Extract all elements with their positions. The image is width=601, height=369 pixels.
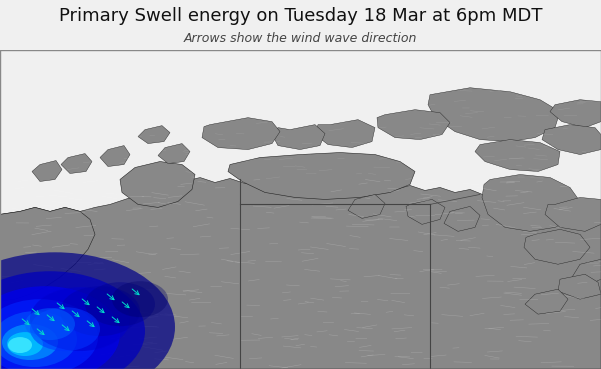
Ellipse shape — [7, 332, 43, 356]
Polygon shape — [545, 197, 601, 231]
Polygon shape — [61, 154, 92, 173]
Polygon shape — [0, 177, 601, 369]
Polygon shape — [272, 125, 325, 149]
Polygon shape — [315, 120, 375, 148]
Ellipse shape — [0, 311, 77, 367]
Ellipse shape — [0, 299, 98, 369]
Ellipse shape — [30, 287, 130, 351]
Polygon shape — [377, 110, 450, 139]
Text: Arrows show the wind wave direction: Arrows show the wind wave direction — [184, 32, 417, 45]
Polygon shape — [406, 199, 445, 224]
Ellipse shape — [30, 307, 100, 351]
Polygon shape — [524, 230, 590, 264]
Ellipse shape — [2, 324, 58, 360]
Polygon shape — [444, 206, 480, 231]
Polygon shape — [228, 152, 415, 199]
Polygon shape — [138, 125, 170, 144]
Ellipse shape — [60, 286, 140, 336]
Polygon shape — [428, 88, 560, 142]
Polygon shape — [550, 100, 601, 128]
Ellipse shape — [112, 281, 168, 317]
Polygon shape — [542, 125, 601, 155]
Text: Primary Swell energy on Tuesday 18 Mar at 6pm MDT: Primary Swell energy on Tuesday 18 Mar a… — [59, 7, 542, 25]
Polygon shape — [482, 175, 580, 231]
Polygon shape — [120, 162, 195, 207]
Ellipse shape — [0, 286, 120, 369]
Polygon shape — [348, 194, 385, 218]
Ellipse shape — [85, 282, 155, 326]
Ellipse shape — [25, 308, 75, 340]
Polygon shape — [572, 259, 601, 284]
Polygon shape — [202, 118, 280, 149]
Polygon shape — [32, 161, 62, 182]
Polygon shape — [475, 139, 560, 172]
Polygon shape — [0, 207, 95, 301]
Polygon shape — [158, 144, 190, 163]
Ellipse shape — [0, 252, 175, 369]
Polygon shape — [525, 289, 568, 314]
Polygon shape — [558, 274, 601, 299]
Polygon shape — [100, 146, 130, 166]
Ellipse shape — [0, 271, 145, 369]
Ellipse shape — [8, 337, 32, 353]
